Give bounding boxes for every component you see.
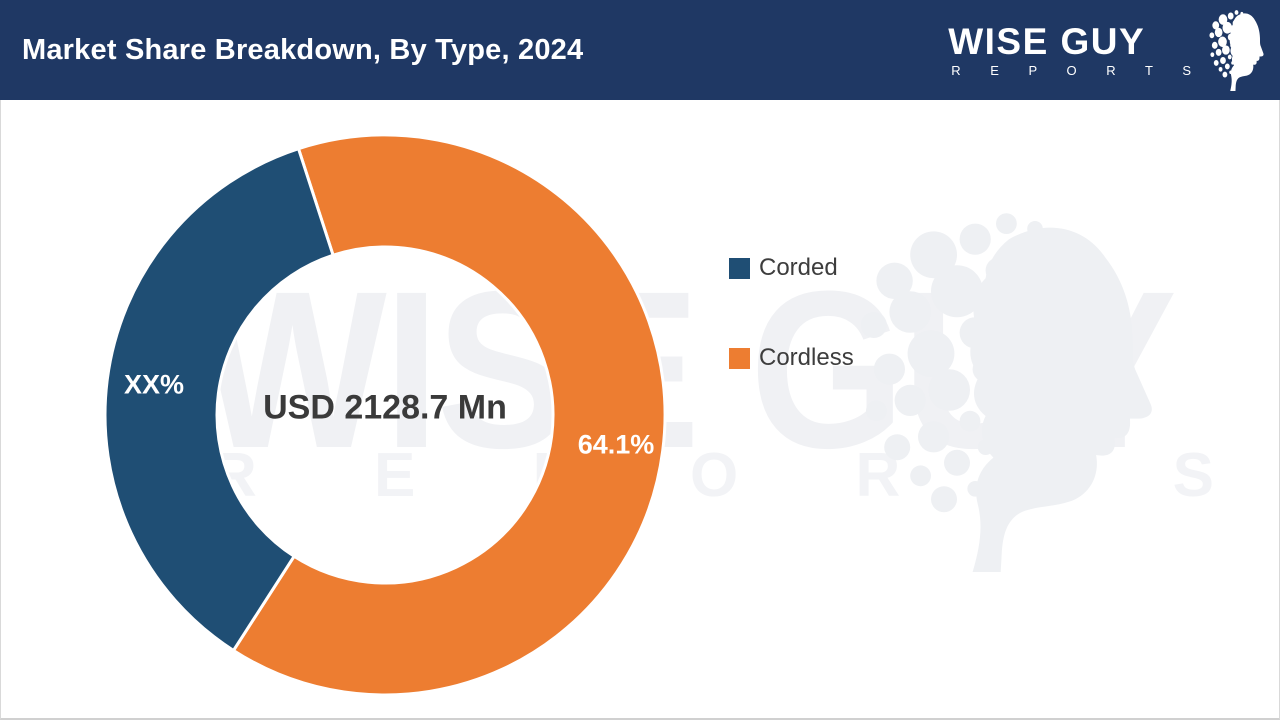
legend-label-corded: Corded (759, 254, 838, 281)
donut-chart (103, 133, 667, 697)
slice-label-corded: XX% (123, 369, 184, 400)
slice-label-cordless: 64.1% (577, 429, 655, 460)
header: Market Share Breakdown, By Type, 2024 WI… (0, 0, 1280, 100)
brand-reports-label: R E P O R T S (951, 63, 1204, 78)
legend-label-cordless: Cordless (759, 344, 854, 371)
page-title: Market Share Breakdown, By Type, 2024 (22, 33, 584, 66)
legend-item-cordless: Cordless (729, 344, 854, 371)
brand-logo: WISE GUY R E P O R T S (948, 8, 1266, 92)
legend: Corded Cordless (729, 254, 854, 437)
brand-head-icon (1209, 10, 1264, 91)
watermark-head-graphic (860, 213, 1152, 572)
donut-slice-corded (103, 146, 335, 653)
donut-center-value: USD 2128.7 Mn (263, 388, 507, 427)
donut-slice-cordless (231, 133, 667, 697)
legend-item-corded: Corded (729, 254, 854, 281)
legend-swatch-cordless (729, 347, 750, 369)
brand-logo-text: WISE GUY R E P O R T S (948, 23, 1204, 77)
brand-name: WISE GUY (948, 21, 1146, 62)
legend-swatch-corded (729, 257, 750, 279)
